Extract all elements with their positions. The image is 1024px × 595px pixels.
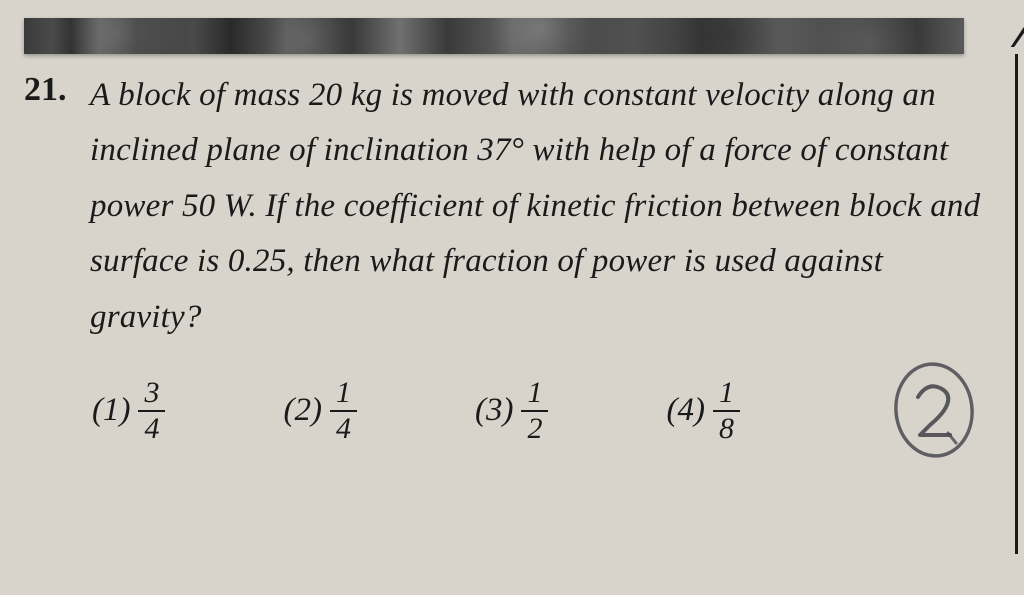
corner-mark: ؍ [1006, 12, 1024, 57]
fraction-denominator: 8 [713, 412, 740, 445]
option-1: (1) 3 4 [92, 377, 165, 444]
page-right-border [1015, 54, 1018, 554]
option-3: (3) 1 2 [475, 377, 548, 444]
page-container: ؍ 21. A block of mass 20 kg is moved wit… [0, 0, 1024, 595]
option-label: (1) [92, 392, 130, 429]
option-label: (3) [475, 392, 513, 429]
option-4: (4) 1 8 [666, 377, 739, 444]
options-row: (1) 3 4 (2) 1 4 (3) 1 2 (4) 1 8 [24, 377, 1000, 444]
option-fraction: 1 2 [521, 377, 548, 444]
option-fraction: 1 8 [713, 377, 740, 444]
option-fraction: 3 4 [138, 377, 165, 444]
question-row: 21. A block of mass 20 kg is moved with … [24, 68, 1000, 345]
option-label: (2) [283, 392, 321, 429]
fraction-numerator: 3 [138, 377, 165, 412]
question-number: 21. [24, 68, 76, 112]
decorative-header-bar [24, 18, 964, 54]
question-text: A block of mass 20 kg is moved with cons… [90, 68, 1000, 345]
option-2: (2) 1 4 [283, 377, 356, 444]
fraction-numerator: 1 [330, 377, 357, 412]
fraction-denominator: 4 [330, 412, 357, 445]
option-fraction: 1 4 [330, 377, 357, 444]
fraction-numerator: 1 [713, 377, 740, 412]
fraction-denominator: 4 [138, 412, 165, 445]
option-label: (4) [666, 392, 704, 429]
fraction-numerator: 1 [521, 377, 548, 412]
handwritten-circle-annotation [890, 359, 978, 461]
fraction-denominator: 2 [521, 412, 548, 445]
